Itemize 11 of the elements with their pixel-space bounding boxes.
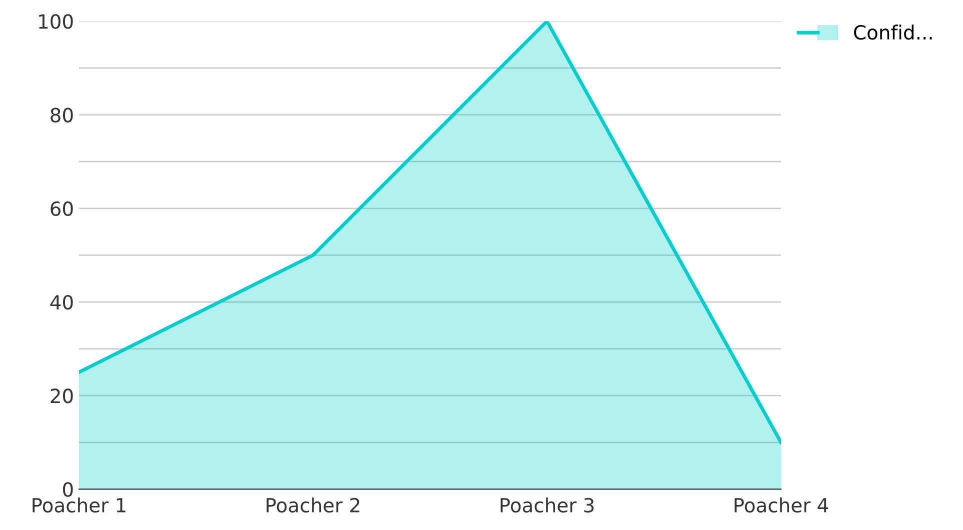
y-tick-label: 80 [50,108,73,122]
y-tick-label: 20 [50,388,73,404]
y-tick-label: 0 [63,482,73,497]
x-tick-label: Poacher 3 [500,498,594,513]
x-tick-label: Poacher 2 [266,498,360,513]
x-tick-label: Poacher 1 [32,498,126,513]
legend-label: Confid... [854,24,932,40]
y-tick-label: 40 [50,294,73,310]
y-tick-label: 60 [50,201,73,216]
x-tick-label: Poacher 4 [734,498,828,513]
y-tick-label: 100 [39,14,73,29]
